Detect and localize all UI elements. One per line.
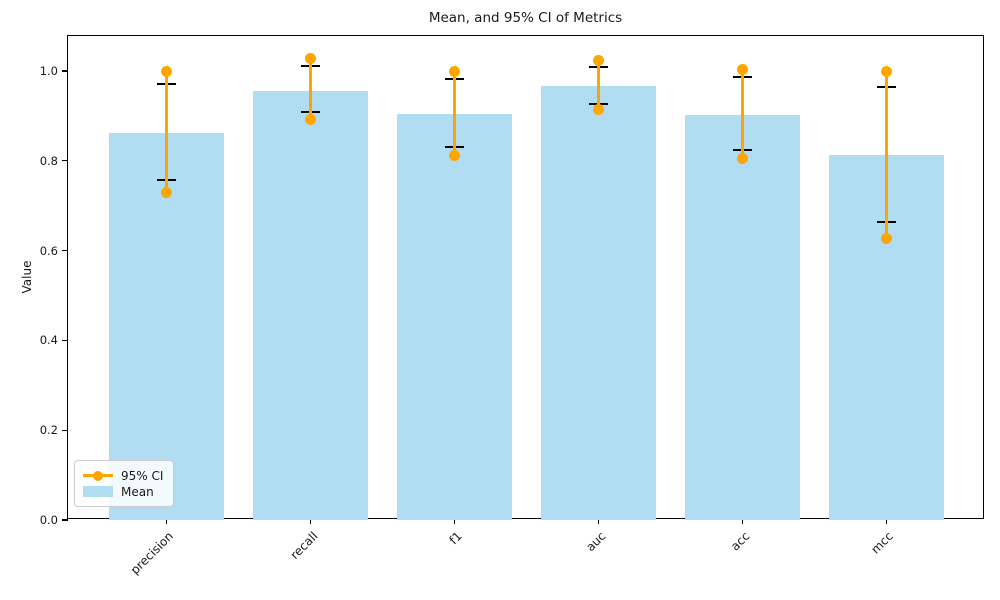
legend-label-mean: Mean (121, 484, 154, 499)
x-axis-tick (453, 518, 456, 524)
ci-line (165, 71, 169, 193)
ci-dot (736, 153, 748, 165)
ci-dot-marker-icon (93, 470, 103, 481)
ci-line (884, 71, 888, 239)
y-axis-tick (62, 70, 68, 72)
y-axis-tick-label: 0.6 (39, 243, 58, 258)
legend: 95% CI Mean (74, 460, 175, 507)
ci-dot (161, 65, 173, 77)
y-axis-tick-label: 0.4 (39, 333, 58, 348)
ci-line (309, 58, 313, 120)
chart-title: Mean, and 95% CI of Metrics (428, 10, 623, 26)
ci-line (740, 69, 744, 159)
y-axis-tick-label: 0.8 (39, 153, 58, 168)
x-axis-tick-label: recall (287, 529, 321, 563)
ci-line (453, 71, 457, 156)
ci-line (596, 60, 600, 110)
bar (396, 113, 513, 520)
x-axis-tick (166, 518, 168, 524)
ci-dot (305, 52, 317, 64)
ci-dot (449, 65, 461, 77)
plot-area: 95% CI Mean 0.0 0.2 0.4 0.6 0.8 1.0 precision r… (40, 35, 984, 577)
ci-dot (305, 114, 317, 126)
y-axis-tick-label: 0.2 (39, 423, 58, 438)
y-axis-tick (62, 339, 68, 341)
x-axis-tick-label: precision (128, 529, 177, 578)
bar (684, 114, 800, 520)
x-axis-tick (597, 518, 600, 524)
ci-line-marker-icon (83, 470, 113, 481)
x-axis-tick (741, 518, 744, 524)
y-axis-label: Value (20, 260, 34, 294)
ci-dot (736, 64, 748, 76)
mean-patch-marker-icon (83, 486, 113, 497)
bar (252, 91, 369, 520)
ci-dot (449, 149, 461, 161)
legend-item-mean: Mean (83, 484, 163, 499)
legend-label-ci: 95% CI (121, 468, 164, 483)
y-axis-tick (62, 250, 68, 252)
x-axis-tick-label: f1 (446, 529, 465, 548)
x-axis-tick-label: mcc (868, 529, 897, 557)
x-axis-tick (309, 518, 312, 524)
bar (540, 85, 657, 520)
y-axis-tick-label: 1.0 (39, 64, 58, 79)
y-axis-tick (62, 519, 68, 521)
x-axis-tick (885, 518, 887, 524)
y-axis-tick (62, 160, 68, 162)
ci-dot (880, 65, 892, 77)
ci-dot (592, 55, 604, 67)
x-axis-tick-label: acc (727, 529, 753, 554)
ci-dot (592, 104, 604, 116)
ci-dot (880, 232, 892, 244)
x-axis-tick-label: auc (583, 529, 609, 555)
legend-item-ci: 95% CI (83, 468, 163, 483)
ci-dot (161, 186, 173, 198)
y-axis-tick-label: 0.0 (39, 513, 58, 527)
y-axis-tick (62, 429, 68, 431)
